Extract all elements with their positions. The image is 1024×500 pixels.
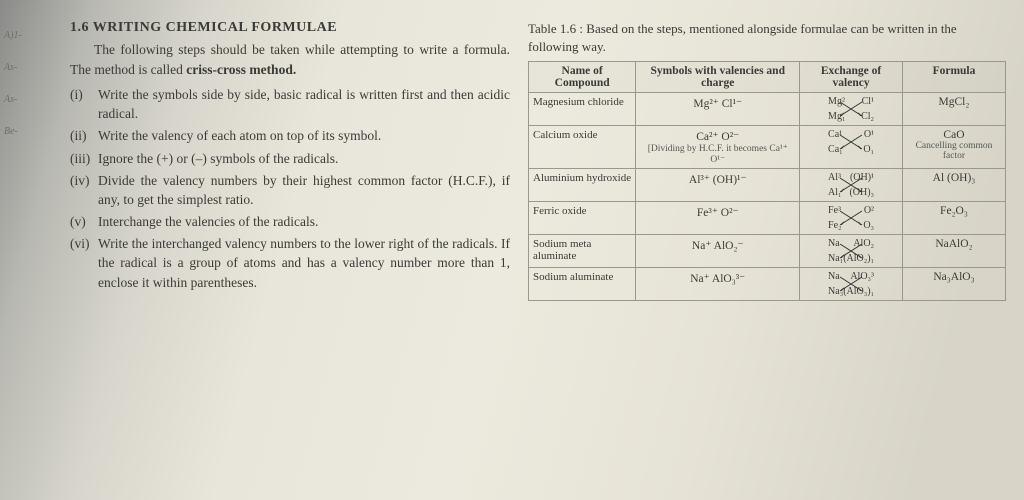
- col-name: Name of Compound: [529, 62, 636, 93]
- table-row: Magnesium chlorideMg²⁺ Cl¹⁻Mg²Cl¹Mg₁Cl₂M…: [529, 93, 1006, 126]
- table-row: Sodium meta aluminateNa⁺ AlO₂⁻NaAlO₂Na₁(…: [529, 235, 1006, 268]
- list-item: (iii)Ignore the (+) or (–) symbols of th…: [70, 149, 510, 168]
- section-heading: 1.6 WRITING CHEMICAL FORMULAE: [70, 20, 510, 36]
- margin-handwriting: A)1- As- As- Be-: [4, 20, 22, 148]
- cell-exchange: Mg²Cl¹Mg₁Cl₂: [800, 93, 903, 126]
- table-row: Ferric oxideFe³⁺ O²⁻Fe³O²Fe₂O₃Fe₂O₃: [529, 202, 1006, 235]
- list-item: (i)Write the symbols side by side, basic…: [70, 85, 510, 123]
- cell-formula: CaOCancelling common factor: [902, 126, 1005, 169]
- cell-exchange: NaAlO₂Na₁(AlO₂)₁: [800, 235, 903, 268]
- list-item: (iv)Divide the valency numbers by their …: [70, 171, 510, 209]
- cell-exchange: NaAlO₃³Na₃(AlO₃)₁: [800, 268, 903, 301]
- cell-exchange: Ca¹O¹Ca₁O₁: [800, 126, 903, 169]
- left-column: 1.6 WRITING CHEMICAL FORMULAE The follow…: [70, 20, 510, 490]
- table-row: Calcium oxideCa²⁺ O²⁻[Dividing by H.C.F.…: [529, 126, 1006, 169]
- cell-symbols: Mg²⁺ Cl¹⁻: [636, 93, 800, 126]
- col-formula: Formula: [902, 62, 1005, 93]
- list-item: (v)Interchange the valencies of the radi…: [70, 212, 510, 231]
- cell-name: Aluminium hydroxide: [529, 169, 636, 202]
- cell-symbols: Na⁺ AlO₂⁻: [636, 235, 800, 268]
- right-column: Table 1.6 : Based on the steps, mentione…: [528, 20, 1006, 490]
- table-row: Sodium aluminateNa⁺ AlO₃³⁻NaAlO₃³Na₃(AlO…: [529, 268, 1006, 301]
- cell-symbols: Fe³⁺ O²⁻: [636, 202, 800, 235]
- cell-exchange: Al³(OH)¹Al₁(OH)₃: [800, 169, 903, 202]
- cell-symbols: Na⁺ AlO₃³⁻: [636, 268, 800, 301]
- table-caption: Table 1.6 : Based on the steps, mentione…: [528, 20, 1006, 55]
- col-symbols: Symbols with valencies and charge: [636, 62, 800, 93]
- list-item: (vi)Write the interchanged valency numbe…: [70, 234, 510, 291]
- table-header-row: Name of Compound Symbols with valencies …: [529, 62, 1006, 93]
- cell-formula: NaAlO₂: [902, 235, 1005, 268]
- cell-formula: MgCl₂: [902, 93, 1005, 126]
- cell-name: Sodium aluminate: [529, 268, 636, 301]
- formula-table: Name of Compound Symbols with valencies …: [528, 61, 1006, 301]
- steps-list: (i)Write the symbols side by side, basic…: [70, 85, 510, 292]
- cell-name: Calcium oxide: [529, 126, 636, 169]
- cell-name: Magnesium chloride: [529, 93, 636, 126]
- intro-paragraph: The following steps should be taken whil…: [70, 40, 510, 79]
- table-row: Aluminium hydroxideAl³⁺ (OH)¹⁻Al³(OH)¹Al…: [529, 169, 1006, 202]
- cell-formula: Al (OH)₃: [902, 169, 1005, 202]
- cell-name: Ferric oxide: [529, 202, 636, 235]
- cell-exchange: Fe³O²Fe₂O₃: [800, 202, 903, 235]
- cell-symbols: Ca²⁺ O²⁻[Dividing by H.C.F. it becomes C…: [636, 126, 800, 169]
- cell-symbols: Al³⁺ (OH)¹⁻: [636, 169, 800, 202]
- list-item: (ii)Write the valency of each atom on to…: [70, 126, 510, 145]
- cell-formula: Na₃AlO₃: [902, 268, 1005, 301]
- cell-formula: Fe₂O₃: [902, 202, 1005, 235]
- col-exchange: Exchange of valency: [800, 62, 903, 93]
- cell-name: Sodium meta aluminate: [529, 235, 636, 268]
